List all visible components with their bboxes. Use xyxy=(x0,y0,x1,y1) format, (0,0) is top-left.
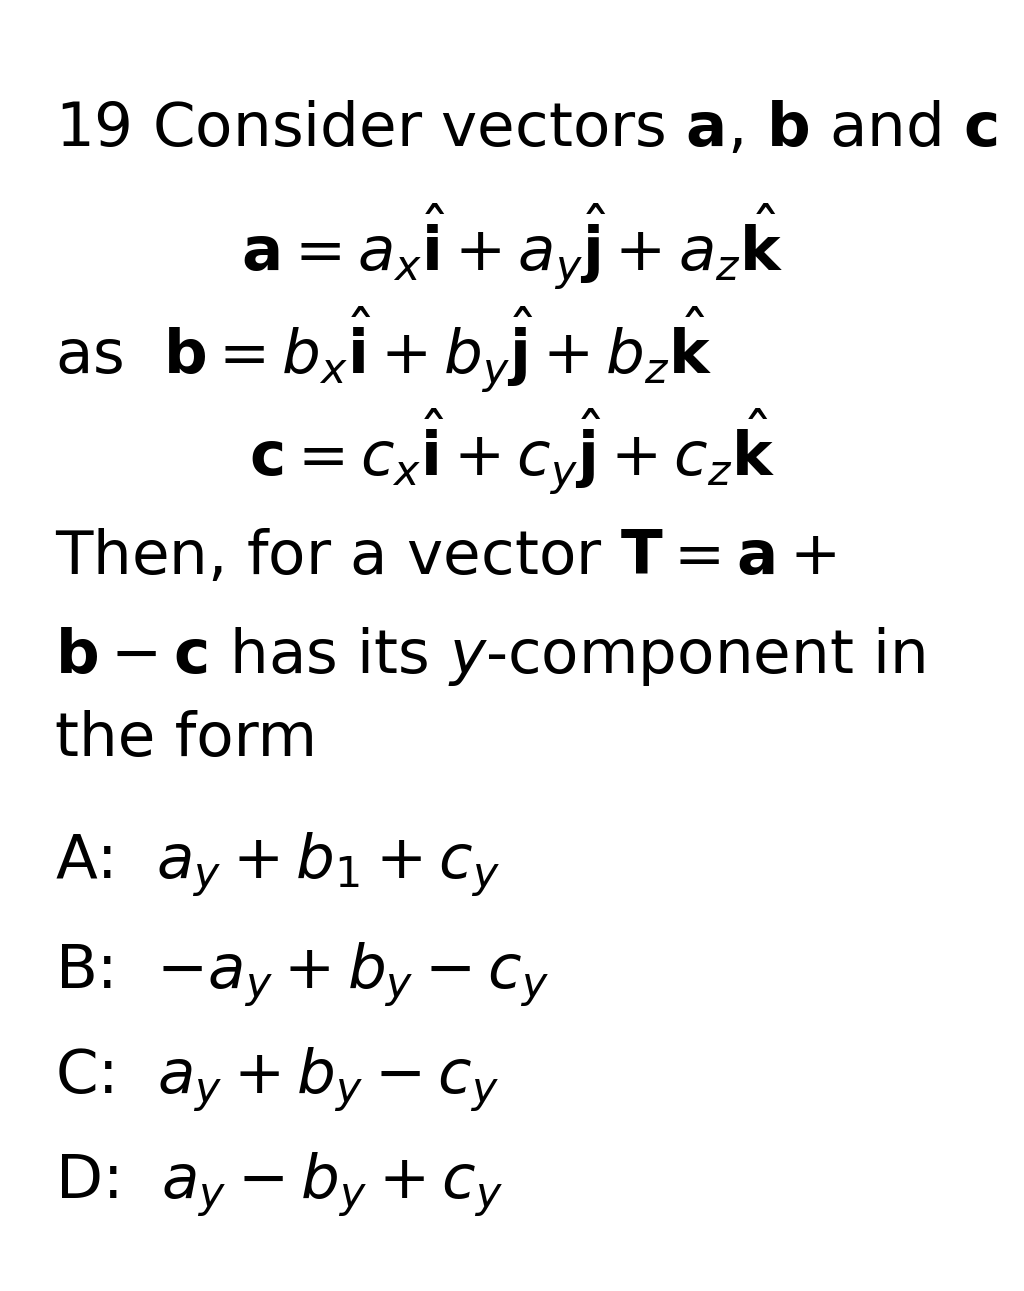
Text: as  $\mathbf{b} = b_x\hat{\mathbf{i}} + b_y\hat{\mathbf{j}} + b_z\hat{\mathbf{k}: as $\mathbf{b} = b_x\hat{\mathbf{i}} + b… xyxy=(55,305,712,395)
Text: $\mathbf{c} = c_x\hat{\mathbf{i}} + c_y\hat{\mathbf{j}} + c_z\hat{\mathbf{k}}$: $\mathbf{c} = c_x\hat{\mathbf{i}} + c_y\… xyxy=(249,407,775,497)
Text: Then, for a vector $\mathbf{T} = \mathbf{a} +$: Then, for a vector $\mathbf{T} = \mathbf… xyxy=(55,528,837,587)
Text: B:  $-a_y + b_y - c_y$: B: $-a_y + b_y - c_y$ xyxy=(55,940,549,1008)
Text: A:  $a_y + b_1 + c_y$: A: $a_y + b_1 + c_y$ xyxy=(55,830,500,899)
Text: C:  $a_y + b_y - c_y$: C: $a_y + b_y - c_y$ xyxy=(55,1044,499,1114)
Text: $\mathbf{a} = a_x\hat{\mathbf{i}} + a_y\hat{\mathbf{j}} + a_z\hat{\mathbf{k}}$: $\mathbf{a} = a_x\hat{\mathbf{i}} + a_y\… xyxy=(241,201,783,293)
Text: D:  $a_y - b_y + c_y$: D: $a_y - b_y + c_y$ xyxy=(55,1150,503,1219)
Text: 19 Consider vectors $\mathbf{a}$, $\mathbf{b}$ and $\mathbf{c}$: 19 Consider vectors $\mathbf{a}$, $\math… xyxy=(55,99,997,159)
Text: $\mathbf{b} - \mathbf{c}$ has its $y$-component in: $\mathbf{b} - \mathbf{c}$ has its $y$-co… xyxy=(55,625,925,688)
Text: the form: the form xyxy=(55,710,317,769)
